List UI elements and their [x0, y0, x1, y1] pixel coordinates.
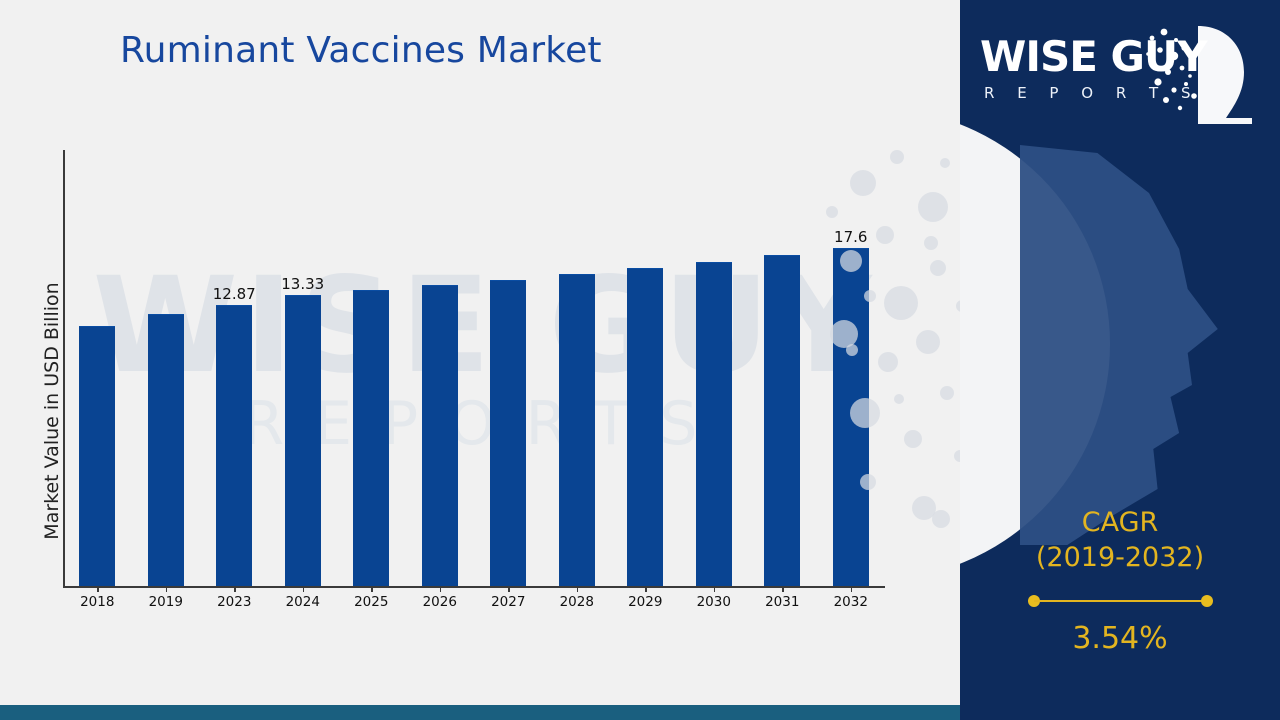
x-tick-2018 — [97, 586, 99, 592]
cagr-range: (2019-2032) — [1035, 542, 1205, 574]
bubble-18 — [860, 474, 876, 490]
bubble-21 — [826, 206, 838, 218]
bar-rect-2019 — [147, 313, 184, 586]
cagr-divider — [1027, 595, 1213, 608]
x-tick-label-2030: 2030 — [696, 594, 731, 610]
bottom-accent-band — [0, 705, 960, 720]
bubble-28 — [864, 290, 876, 302]
x-tick-2028 — [576, 586, 579, 592]
x-tick-2031 — [782, 586, 784, 592]
bar-2023: 12.87 — [200, 150, 269, 586]
bar-rect-2029 — [627, 267, 664, 586]
bubble-14 — [940, 386, 954, 400]
bubble-0 — [850, 170, 876, 196]
bar-value-label-2024: 13.33 — [281, 274, 325, 293]
bubble-5 — [840, 250, 862, 272]
x-tick-2029 — [645, 586, 647, 592]
bubble-13 — [904, 430, 922, 448]
y-axis-label: Market Value in USD Billion — [41, 282, 63, 540]
cagr-block: CAGR (2019-2032) 3.54% — [960, 505, 1280, 656]
bubble-7 — [930, 260, 946, 276]
x-tick-2026 — [439, 586, 442, 592]
x-tick-label-2025: 2025 — [354, 594, 389, 610]
bar-rect-2028 — [558, 274, 595, 586]
cagr-value: 3.54% — [1072, 621, 1168, 657]
bar-rect-2031 — [764, 255, 801, 586]
wiseguy-logo: WISE GUY R E P O R T S — [976, 26, 1264, 124]
x-tick-2023 — [234, 586, 236, 592]
bar-2018 — [63, 150, 132, 586]
x-tick-2030 — [713, 586, 716, 592]
chart-panel: WISE GUY REPORTS Ruminant Vaccines Marke… — [41, 30, 885, 610]
bubble-23 — [932, 510, 950, 528]
bar-series: 12.87 13.33 17.6 — [63, 150, 885, 586]
y-axis-line — [63, 150, 65, 587]
x-tick-label-2031: 2031 — [765, 594, 800, 610]
bar-value-label-2023: 12.87 — [212, 284, 256, 303]
x-tick-label-2032: 2032 — [833, 594, 868, 610]
bar-rect-2018 — [79, 325, 116, 586]
bar-2027 — [474, 150, 543, 586]
bar-2019 — [132, 150, 201, 586]
x-tick-2025 — [371, 586, 373, 592]
bubble-6 — [884, 286, 918, 320]
x-tick-label-2019: 2019 — [148, 594, 183, 610]
bubble-9 — [878, 352, 898, 372]
bubble-24 — [846, 344, 858, 356]
bubble-3 — [876, 226, 894, 244]
bubble-26 — [894, 394, 904, 404]
bubble-1 — [890, 150, 904, 164]
bar-2030 — [680, 150, 749, 586]
x-tick-label-2023: 2023 — [217, 594, 252, 610]
bar-rect-2023 — [216, 305, 253, 586]
x-tick-2019 — [165, 586, 168, 592]
dotted-head-icon — [1146, 26, 1252, 124]
x-tick-label-2018: 2018 — [80, 594, 115, 610]
bar-2025 — [337, 150, 406, 586]
bubble-8 — [830, 320, 858, 348]
bubble-2 — [918, 192, 948, 222]
bar-value-label-2032: 17.6 — [834, 227, 868, 246]
x-tick-2027 — [508, 586, 510, 592]
bar-2028 — [543, 150, 612, 586]
head-profile-icon — [1020, 145, 1218, 545]
bar-rect-2026 — [421, 284, 458, 586]
brand-panel: WISE GUY R E P O R T S CAGR (20 — [960, 0, 1280, 720]
bar-2026 — [406, 150, 475, 586]
x-tick-label-2028: 2028 — [559, 594, 594, 610]
divider-line — [1033, 600, 1207, 603]
bubble-10 — [916, 330, 940, 354]
bar-rect-2030 — [695, 262, 732, 586]
bar-2029 — [611, 150, 680, 586]
bar-2024: 13.33 — [269, 150, 338, 586]
x-axis-line — [63, 586, 885, 588]
x-tick-2024 — [302, 586, 305, 592]
bar-rect-2027 — [490, 279, 527, 586]
bar-rect-2025 — [353, 290, 390, 586]
logo-tagline: R E P O R T S — [984, 84, 1200, 102]
x-tick-label-2024: 2024 — [285, 594, 320, 610]
bubble-12 — [850, 398, 880, 428]
bar-rect-2024 — [284, 295, 321, 586]
x-tick-2032 — [850, 586, 853, 592]
divider-dot-right — [1200, 595, 1213, 608]
x-tick-label-2029: 2029 — [628, 594, 663, 610]
page-title: Ruminant Vaccines Market — [120, 30, 602, 71]
bubble-29 — [924, 236, 938, 250]
x-tick-label-2026: 2026 — [422, 594, 457, 610]
bar-2031 — [748, 150, 817, 586]
x-tick-label-2027: 2027 — [491, 594, 526, 610]
bubble-4 — [940, 158, 950, 168]
cagr-title: CAGR — [1081, 507, 1159, 538]
